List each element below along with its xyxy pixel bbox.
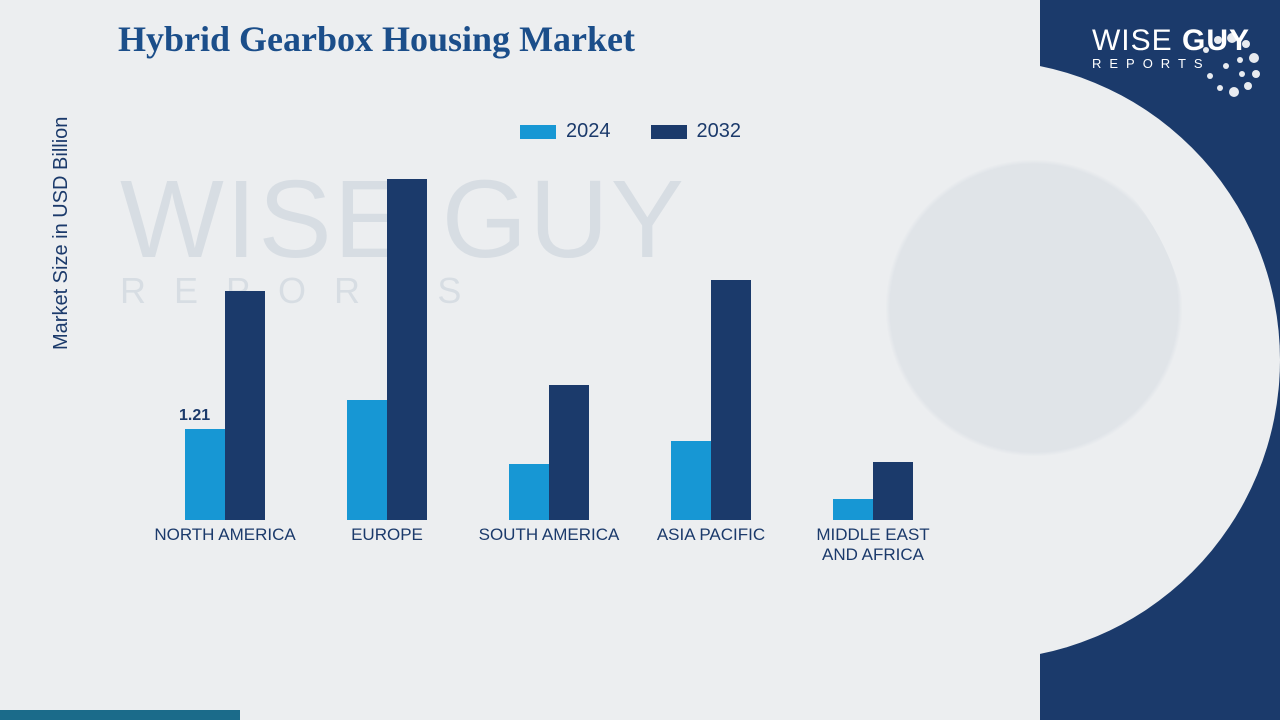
y-axis-label: Market Size in USD Billion [50, 117, 73, 350]
category-label: ASIA PACIFIC [636, 525, 786, 545]
bar-chart: Market Size in USD Billion 2024 2032 1.2… [90, 140, 960, 560]
category-label: MIDDLE EAST AND AFRICA [798, 525, 948, 566]
plot-area: 1.21 [150, 160, 950, 520]
bar-series-b [387, 179, 427, 520]
brand-word-1: WISE [1092, 24, 1173, 57]
chart-title: Hybrid Gearbox Housing Market [118, 18, 635, 60]
legend-swatch [651, 125, 687, 139]
brand-word-2: GUY [1182, 24, 1250, 57]
footer-accent [0, 710, 240, 720]
bar-series-a [509, 464, 549, 520]
bar-series-b [225, 291, 265, 520]
bar-series-a [185, 429, 225, 520]
brand-sub: REPORTS [1092, 56, 1250, 71]
brand-logo: WISE GUY REPORTS [1092, 24, 1250, 71]
bar-series-b [711, 280, 751, 520]
bar-value-label: 1.21 [179, 407, 210, 425]
bar-series-a [347, 400, 387, 520]
legend-label: 2024 [566, 120, 611, 143]
category-label: EUROPE [312, 525, 462, 545]
category-label: SOUTH AMERICA [474, 525, 624, 545]
bar-series-a [833, 499, 873, 520]
legend-label: 2032 [697, 120, 742, 143]
bar-series-b [873, 462, 913, 521]
legend: 2024 2032 [520, 120, 741, 143]
legend-item: 2024 [520, 120, 611, 143]
bar-series-b [549, 385, 589, 520]
chart-card: WISE GUY REPORTS Hybrid Gearbox Housing … [0, 0, 1280, 720]
legend-swatch [520, 125, 556, 139]
bar-series-a [671, 441, 711, 520]
category-label: NORTH AMERICA [150, 525, 300, 545]
legend-item: 2032 [651, 120, 742, 143]
